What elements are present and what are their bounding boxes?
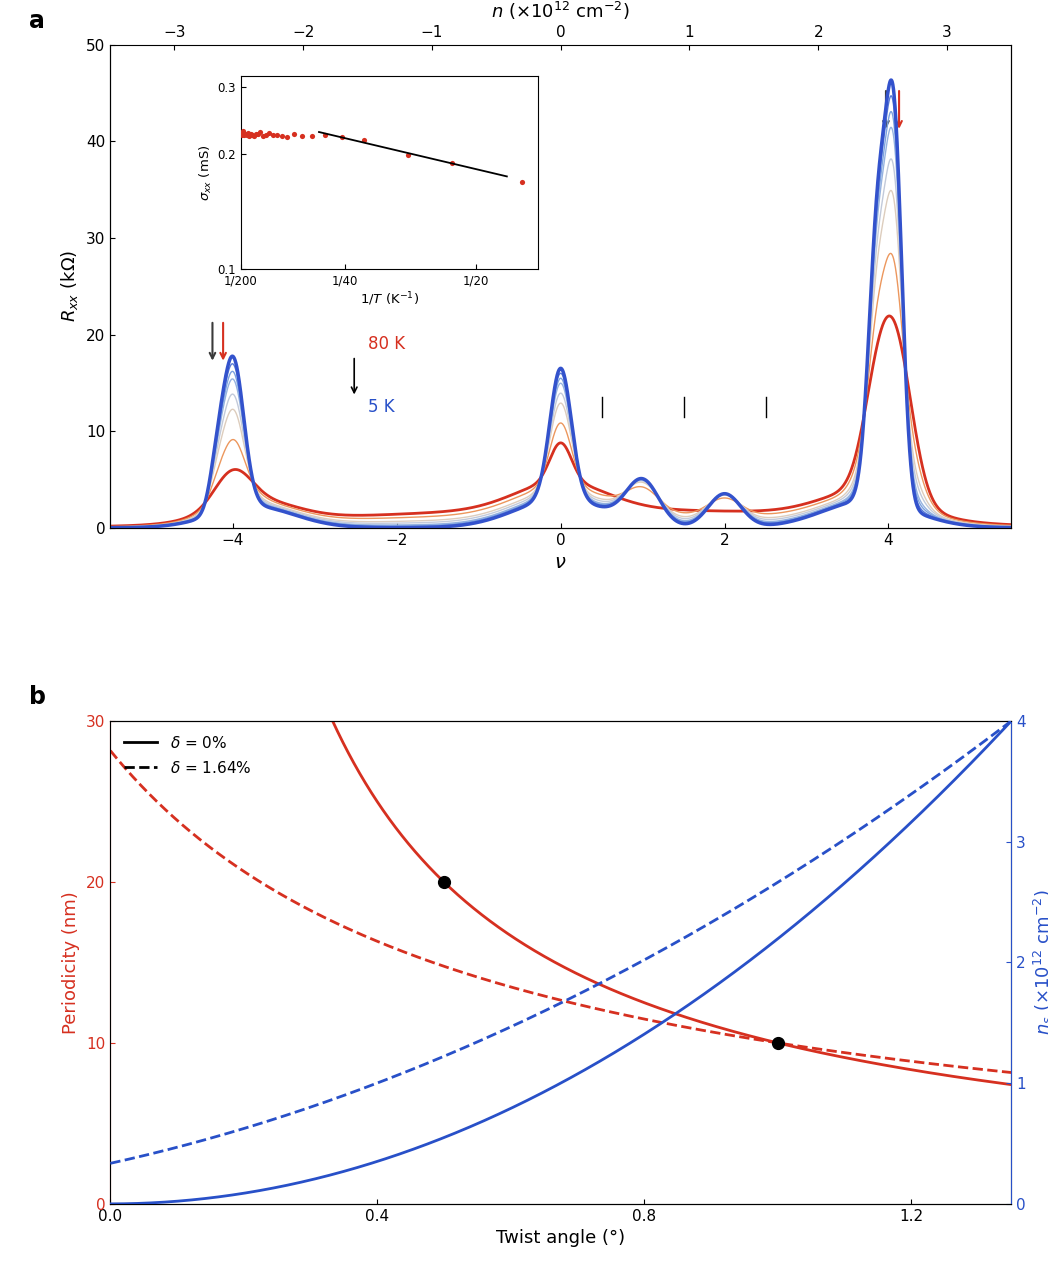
Legend: $\delta$ = 0%, $\delta$ = 1.64%: $\delta$ = 0%, $\delta$ = 1.64% [117,728,257,782]
Y-axis label: $R_{xx}$ (k$\Omega$): $R_{xx}$ (k$\Omega$) [60,250,81,322]
Y-axis label: $n_s$ ($\times$10$^{12}$ cm$^{-2}$): $n_s$ ($\times$10$^{12}$ cm$^{-2}$) [1031,889,1048,1035]
Text: a: a [29,9,45,33]
Text: b: b [29,685,46,709]
Y-axis label: Periodicity (nm): Periodicity (nm) [62,891,81,1034]
Text: 80 K: 80 K [368,335,406,353]
X-axis label: $\nu$: $\nu$ [554,553,567,573]
Text: 5 K: 5 K [368,397,395,415]
X-axis label: $n$ ($\times$10$^{12}$ cm$^{-2}$): $n$ ($\times$10$^{12}$ cm$^{-2}$) [492,0,630,22]
X-axis label: Twist angle (°): Twist angle (°) [496,1229,626,1247]
